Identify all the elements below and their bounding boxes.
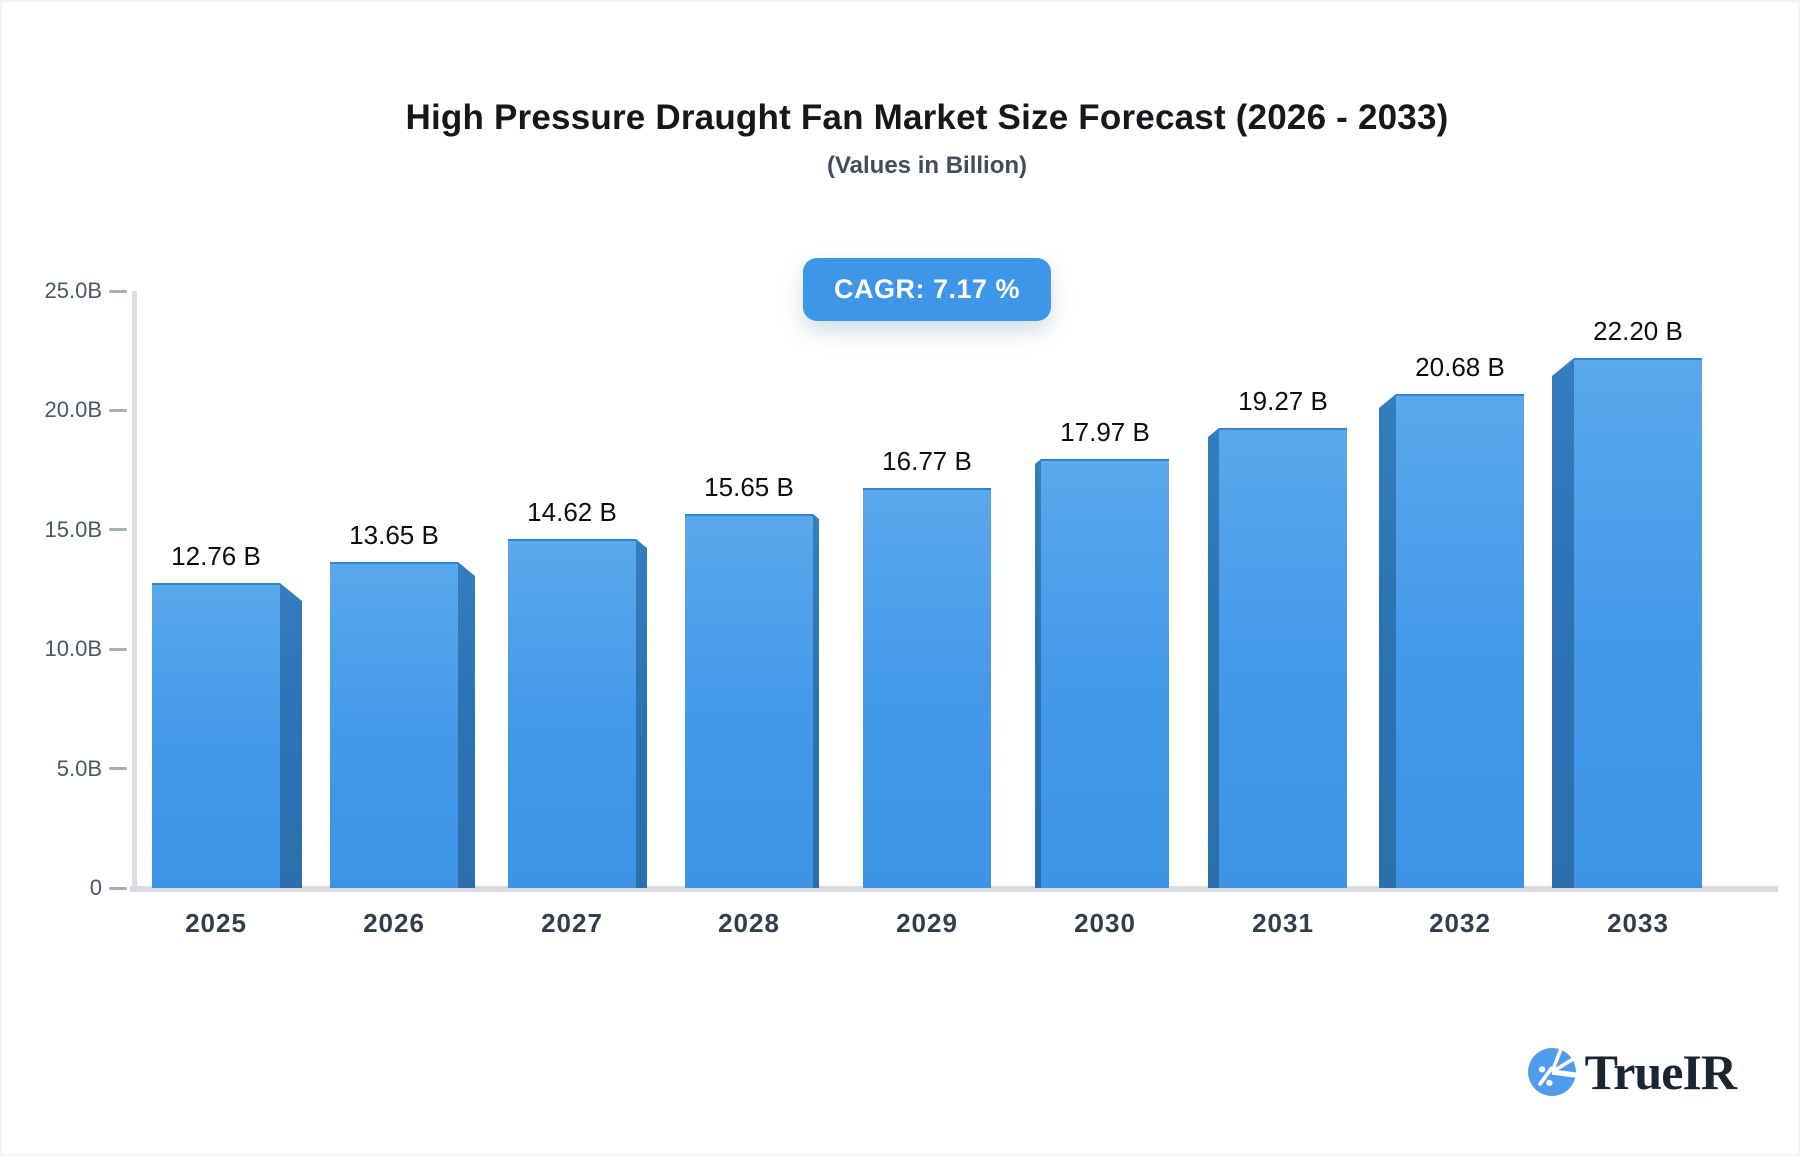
bar-side-face (1379, 394, 1396, 888)
bar (1574, 358, 1702, 888)
x-tick-label: 2028 (718, 908, 780, 938)
y-tick-mark (109, 528, 127, 532)
x-tick-label: 2031 (1252, 908, 1314, 938)
bar (330, 562, 458, 888)
x-tick-label: 2033 (1607, 908, 1669, 938)
bar (508, 539, 636, 888)
bar-side-face (458, 562, 475, 888)
cagr-badge: CAGR: 7.17 % (802, 258, 1052, 321)
chart-subtitle: (Values in Billion) (826, 152, 1028, 179)
bar-value-label: 16.77 B (882, 446, 972, 476)
bar-value-label: 19.27 B (1238, 386, 1328, 416)
x-tick-label: 2029 (896, 908, 958, 938)
y-tick-mark (109, 767, 127, 771)
x-tick-label: 2030 (1074, 908, 1136, 938)
bar-value-label: 14.62 B (527, 497, 617, 527)
y-tick-label: 25.0B (44, 278, 103, 303)
bar (863, 488, 991, 888)
bar-side-face (280, 583, 302, 888)
y-tick-mark (109, 647, 127, 651)
y-axis-line (132, 291, 137, 889)
bar-value-label: 15.65 B (704, 472, 794, 502)
x-tick-label: 2027 (541, 908, 603, 938)
bar-value-label: 20.68 B (1415, 352, 1505, 382)
y-tick-label: 20.0B (44, 397, 103, 423)
brand-logo: TrueIR (1527, 1044, 1737, 1100)
bar (1041, 459, 1169, 888)
y-tick-label: 10.0B (44, 636, 103, 662)
page-title: High Pressure Draught Fan Market Size Fo… (405, 98, 1449, 137)
bar-side-face (1035, 459, 1041, 888)
y-tick-label: 15.0B (44, 516, 103, 542)
bar (152, 583, 280, 888)
bar-side-face (636, 539, 647, 888)
pie-chart-percent-icon (1527, 1047, 1576, 1096)
x-tick-label: 2032 (1429, 908, 1491, 938)
y-tick-mark (109, 408, 127, 412)
bar (1219, 428, 1347, 888)
bar-value-label: 17.97 B (1060, 417, 1150, 447)
bar-side-face (1552, 358, 1574, 888)
bar-side-face (1208, 428, 1219, 888)
y-tick-label: 5.0B (56, 755, 102, 781)
y-tick-mark (109, 886, 127, 890)
x-tick-label: 2025 (185, 908, 247, 938)
bar (1396, 394, 1524, 888)
brand-name: TrueIR (1584, 1044, 1737, 1100)
bar (685, 514, 813, 888)
bar-value-label: 13.65 B (349, 520, 439, 550)
y-tick-mark (109, 289, 127, 293)
x-tick-label: 2026 (363, 908, 425, 938)
bar-value-label: 22.20 B (1593, 316, 1683, 346)
bar-side-face (813, 514, 819, 888)
x-axis-line (130, 886, 1778, 892)
bar-value-label: 12.76 B (171, 541, 261, 571)
y-tick-label: 0 (89, 875, 102, 900)
cagr-badge-label: CAGR: 7.17 % (833, 274, 1021, 304)
